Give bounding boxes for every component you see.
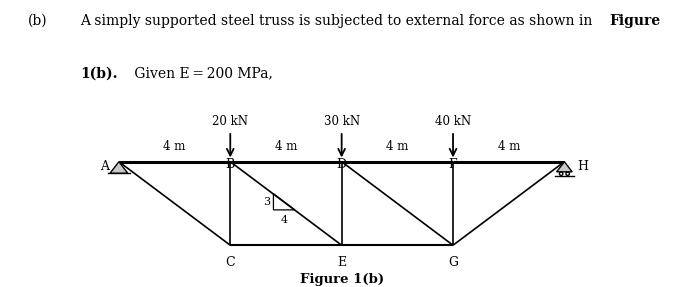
Text: 4 m: 4 m — [498, 140, 520, 153]
Text: G: G — [448, 256, 458, 269]
Text: 1(b).: 1(b). — [80, 67, 118, 81]
Polygon shape — [556, 162, 572, 172]
Text: B: B — [225, 158, 235, 171]
Text: Figure: Figure — [610, 14, 661, 28]
Text: 40 kN: 40 kN — [435, 115, 471, 128]
Text: A: A — [100, 160, 109, 173]
Text: Figure 1(b): Figure 1(b) — [300, 273, 384, 286]
Text: 20 kN: 20 kN — [212, 115, 248, 128]
Text: E: E — [337, 256, 346, 269]
Text: 4 m: 4 m — [275, 140, 297, 153]
Text: 4 m: 4 m — [386, 140, 409, 153]
Text: 3: 3 — [263, 197, 271, 207]
Polygon shape — [110, 162, 128, 173]
Text: D: D — [337, 158, 346, 171]
Text: (b): (b) — [28, 14, 48, 28]
Text: F: F — [449, 158, 457, 171]
Text: A simply supported steel truss is subjected to external force as shown in: A simply supported steel truss is subjec… — [80, 14, 597, 28]
Text: Given E = 200 MPa,: Given E = 200 MPa, — [130, 67, 272, 81]
Text: H: H — [577, 160, 588, 173]
Text: 4 m: 4 m — [163, 140, 186, 153]
Text: 4: 4 — [281, 215, 288, 225]
Text: 30 kN: 30 kN — [323, 115, 360, 128]
Text: C: C — [225, 256, 235, 269]
